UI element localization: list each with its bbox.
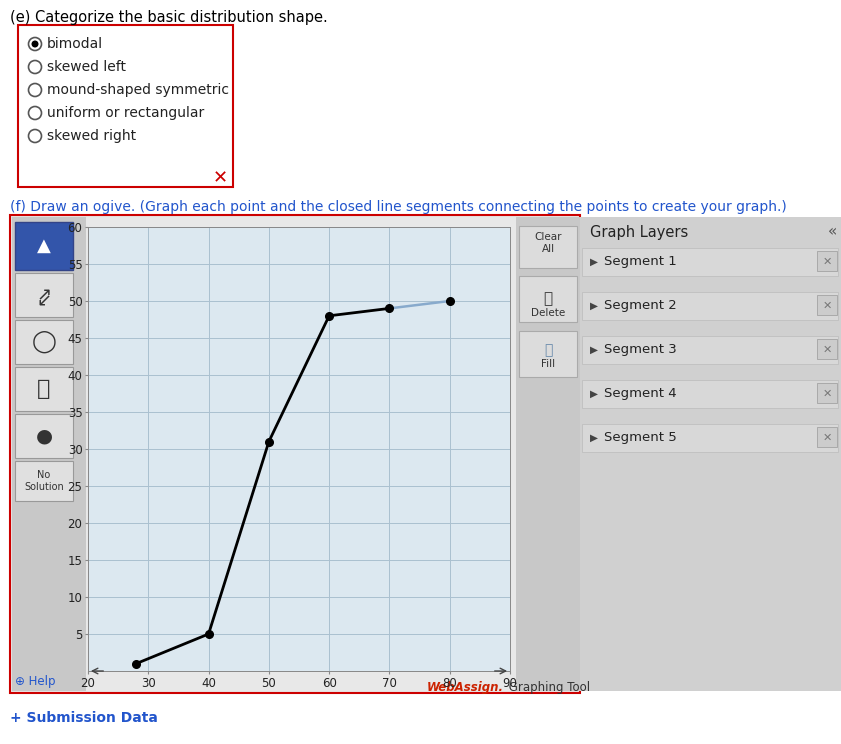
Text: ✕: ✕ [822, 257, 832, 267]
FancyBboxPatch shape [18, 25, 233, 187]
Text: ⌣: ⌣ [37, 379, 50, 399]
Text: ⊕ Help: ⊕ Help [15, 676, 56, 688]
Text: ▶: ▶ [590, 257, 598, 267]
Circle shape [29, 37, 41, 51]
FancyBboxPatch shape [817, 339, 837, 359]
FancyBboxPatch shape [15, 414, 73, 458]
Text: ↗: ↗ [36, 286, 51, 304]
Text: skewed left: skewed left [47, 60, 126, 74]
Text: ✕: ✕ [213, 169, 228, 187]
FancyBboxPatch shape [817, 295, 837, 315]
Circle shape [31, 40, 39, 48]
Text: WebAssign.: WebAssign. [427, 682, 504, 694]
FancyBboxPatch shape [582, 336, 838, 364]
FancyBboxPatch shape [516, 217, 581, 691]
FancyBboxPatch shape [817, 427, 837, 447]
Text: uniform or rectangular: uniform or rectangular [47, 106, 204, 120]
Text: 🗑: 🗑 [543, 292, 553, 307]
FancyBboxPatch shape [12, 217, 86, 691]
Text: bimodal: bimodal [47, 37, 103, 51]
Text: Fill: Fill [541, 359, 555, 369]
Text: Graph Layers: Graph Layers [590, 225, 688, 240]
Text: ◯: ◯ [32, 331, 56, 353]
Text: ✕: ✕ [822, 301, 832, 311]
FancyBboxPatch shape [88, 227, 510, 671]
FancyBboxPatch shape [519, 226, 577, 268]
Text: (f) Draw an ogive. (Graph each point and the closed line segments connecting the: (f) Draw an ogive. (Graph each point and… [10, 200, 786, 214]
Text: Segment 1: Segment 1 [604, 255, 677, 269]
Circle shape [29, 60, 41, 74]
FancyBboxPatch shape [582, 292, 838, 320]
Text: ▶: ▶ [590, 389, 598, 399]
Text: Segment 4: Segment 4 [604, 388, 677, 400]
Text: + Submission Data: + Submission Data [10, 711, 158, 725]
Text: ●: ● [35, 426, 52, 446]
Text: skewed right: skewed right [47, 129, 136, 143]
Circle shape [29, 129, 41, 143]
Circle shape [29, 83, 41, 97]
Text: ▶: ▶ [590, 301, 598, 311]
Text: Delete: Delete [531, 308, 565, 318]
FancyBboxPatch shape [10, 215, 580, 693]
Text: ↙: ↙ [36, 293, 51, 311]
Text: ▶: ▶ [590, 433, 598, 443]
Text: Graphing Tool: Graphing Tool [505, 682, 590, 694]
Text: Segment 2: Segment 2 [604, 300, 677, 312]
FancyBboxPatch shape [15, 320, 73, 364]
FancyBboxPatch shape [15, 461, 73, 501]
Text: ▶: ▶ [590, 345, 598, 355]
Text: Segment 3: Segment 3 [604, 344, 677, 356]
Text: ▲: ▲ [37, 237, 51, 255]
Circle shape [29, 106, 41, 120]
Text: No
Solution: No Solution [24, 469, 64, 493]
Text: ✕: ✕ [822, 345, 832, 355]
FancyBboxPatch shape [15, 222, 73, 270]
Text: (e) Categorize the basic distribution shape.: (e) Categorize the basic distribution sh… [10, 10, 328, 25]
FancyBboxPatch shape [15, 273, 73, 317]
FancyBboxPatch shape [580, 217, 841, 691]
Text: 💧: 💧 [544, 343, 553, 357]
Text: mound-shaped symmetric: mound-shaped symmetric [47, 83, 229, 97]
Text: Segment 5: Segment 5 [604, 432, 677, 444]
FancyBboxPatch shape [817, 251, 837, 271]
FancyBboxPatch shape [817, 383, 837, 403]
FancyBboxPatch shape [15, 367, 73, 411]
FancyBboxPatch shape [582, 424, 838, 452]
Text: Clear
All: Clear All [534, 232, 562, 254]
FancyBboxPatch shape [519, 331, 577, 377]
Text: «: « [828, 225, 838, 240]
FancyBboxPatch shape [582, 380, 838, 408]
FancyBboxPatch shape [582, 248, 838, 276]
FancyBboxPatch shape [519, 276, 577, 322]
Text: ✕: ✕ [822, 389, 832, 399]
Text: ✕: ✕ [822, 433, 832, 443]
